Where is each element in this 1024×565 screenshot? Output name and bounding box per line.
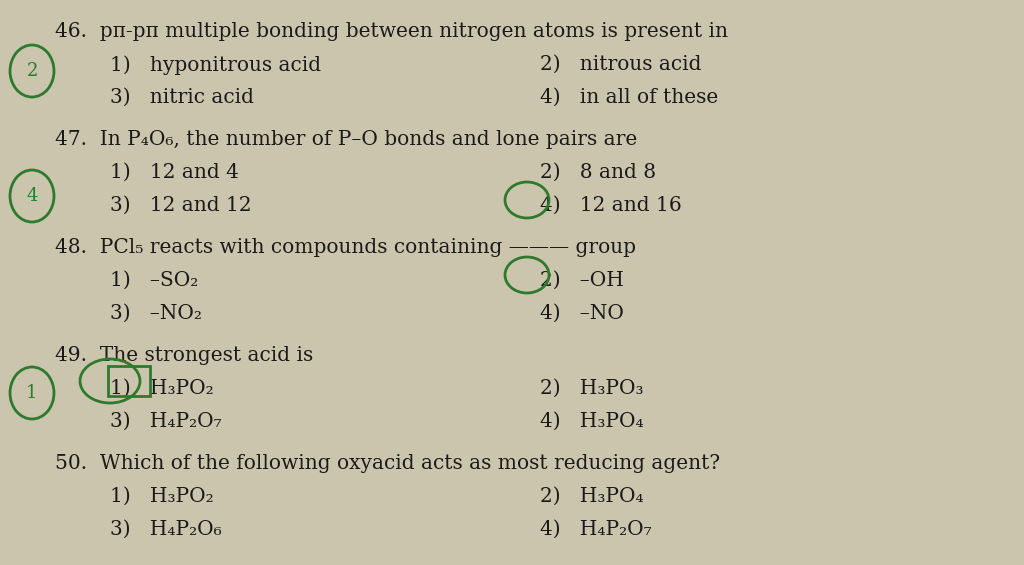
Text: 46.  pπ-pπ multiple bonding between nitrogen atoms is present in: 46. pπ-pπ multiple bonding between nitro… bbox=[55, 22, 728, 41]
Text: 4)   12 and 16: 4) 12 and 16 bbox=[540, 196, 682, 215]
Text: 1)   H₃PO₂: 1) H₃PO₂ bbox=[110, 379, 214, 398]
Text: 1)   12 and 4: 1) 12 and 4 bbox=[110, 163, 239, 182]
Text: 4)   in all of these: 4) in all of these bbox=[540, 88, 718, 107]
Text: 1)   –SO₂: 1) –SO₂ bbox=[110, 271, 199, 290]
Text: 3)   –NO₂: 3) –NO₂ bbox=[110, 304, 202, 323]
Text: 2)   nitrous acid: 2) nitrous acid bbox=[540, 55, 701, 74]
Text: 3)   nitric acid: 3) nitric acid bbox=[110, 88, 254, 107]
Text: 48.  PCl₅ reacts with compounds containing ——— group: 48. PCl₅ reacts with compounds containin… bbox=[55, 238, 636, 257]
Text: 2)   –OH: 2) –OH bbox=[540, 271, 624, 290]
Text: 4)   H₄P₂O₇: 4) H₄P₂O₇ bbox=[540, 520, 651, 539]
Text: 1)   hyponitrous acid: 1) hyponitrous acid bbox=[110, 55, 322, 75]
Text: 2)   H₃PO₃: 2) H₃PO₃ bbox=[540, 379, 643, 398]
Text: 50.  Which of the following oxyacid acts as most reducing agent?: 50. Which of the following oxyacid acts … bbox=[55, 454, 720, 473]
Text: 2)   H₃PO₄: 2) H₃PO₄ bbox=[540, 487, 644, 506]
Text: 49.  The strongest acid is: 49. The strongest acid is bbox=[55, 346, 313, 365]
Text: 3)   H₄P₂O₇: 3) H₄P₂O₇ bbox=[110, 412, 221, 431]
Text: 4: 4 bbox=[27, 187, 38, 205]
Text: 2)   8 and 8: 2) 8 and 8 bbox=[540, 163, 656, 182]
Text: 1: 1 bbox=[27, 384, 38, 402]
Text: 2: 2 bbox=[27, 62, 38, 80]
Text: 4)   H₃PO₄: 4) H₃PO₄ bbox=[540, 412, 644, 431]
Text: 47.  In P₄O₆, the number of P–O bonds and lone pairs are: 47. In P₄O₆, the number of P–O bonds and… bbox=[55, 130, 637, 149]
Text: 1)   H₃PO₂: 1) H₃PO₂ bbox=[110, 487, 214, 506]
Text: 3)   H₄P₂O₆: 3) H₄P₂O₆ bbox=[110, 520, 222, 539]
Text: 3)   12 and 12: 3) 12 and 12 bbox=[110, 196, 252, 215]
Text: 4)   –NO: 4) –NO bbox=[540, 304, 624, 323]
